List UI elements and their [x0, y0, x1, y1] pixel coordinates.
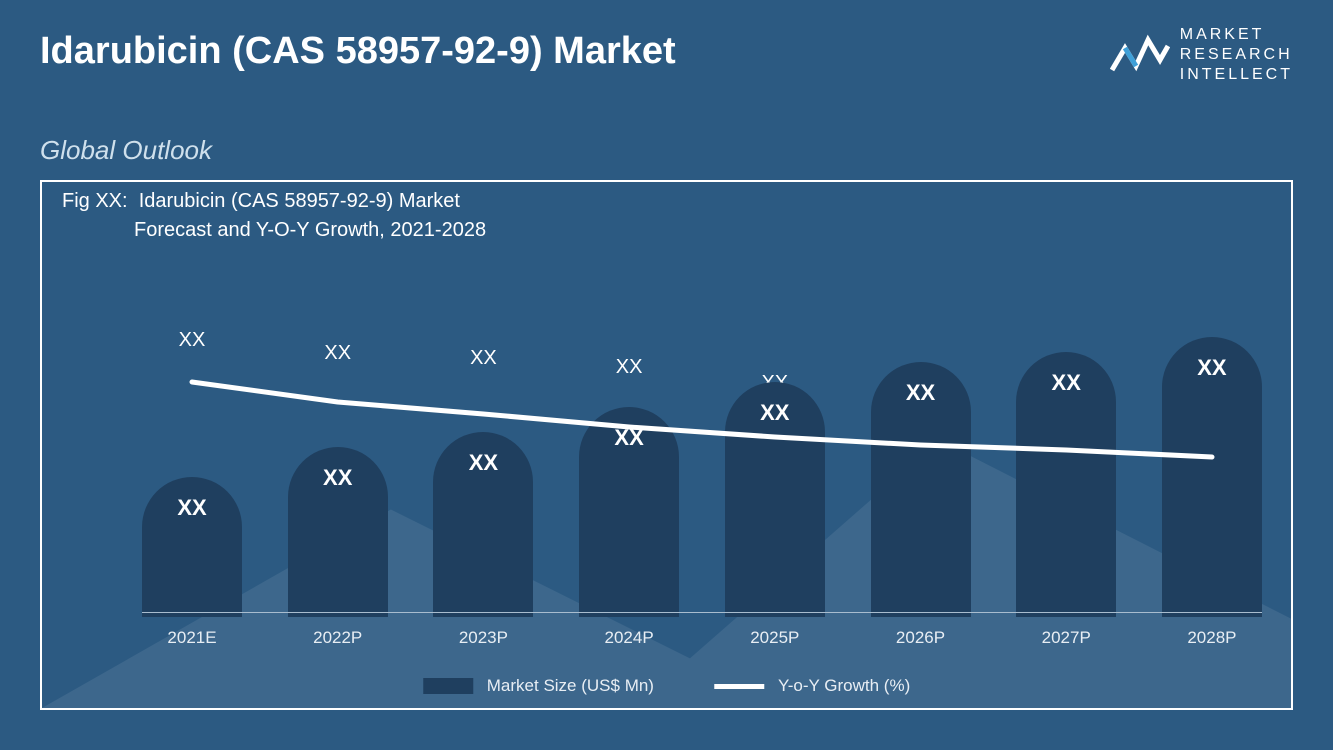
logo-text-line2: RESEARCH: [1180, 45, 1293, 65]
fig-prefix: Fig XX:: [62, 190, 128, 212]
x-axis-label: 2024P: [579, 628, 679, 648]
legend-label-bars: Market Size (US$ Mn): [487, 676, 654, 696]
logo-text-line1: MARKET: [1180, 25, 1293, 45]
x-axis-label: 2025P: [725, 628, 825, 648]
x-axis-label: 2023P: [433, 628, 533, 648]
subtitle: Global Outlook: [40, 135, 212, 166]
x-axis-label: 2026P: [871, 628, 971, 648]
x-axis-label: 2028P: [1162, 628, 1262, 648]
line-swatch-icon: [714, 684, 764, 689]
growth-line: [142, 267, 1262, 617]
legend-item-bars: Market Size (US$ Mn): [423, 676, 654, 696]
bar-swatch-icon: [423, 678, 473, 694]
figure-caption: Fig XX: Idarubicin (CAS 58957-92-9) Mark…: [62, 190, 486, 242]
legend-label-line: Y-o-Y Growth (%): [778, 676, 910, 696]
fig-line1: Idarubicin (CAS 58957-92-9) Market: [139, 190, 460, 212]
chart-legend: Market Size (US$ Mn) Y-o-Y Growth (%): [423, 676, 910, 696]
fig-line2: Forecast and Y-O-Y Growth, 2021-2028: [134, 219, 486, 242]
plot-area: XXXXXXXXXXXXXXXXXXXXXXXXXXXXXXXX: [142, 267, 1262, 617]
x-axis: [142, 612, 1262, 613]
brand-logo: MARKET RESEARCH INTELLECT: [1110, 25, 1293, 85]
x-axis-label: 2021E: [142, 628, 242, 648]
chart-container: Fig XX: Idarubicin (CAS 58957-92-9) Mark…: [40, 180, 1293, 710]
x-axis-label: 2027P: [1016, 628, 1116, 648]
legend-item-line: Y-o-Y Growth (%): [714, 676, 910, 696]
x-axis-labels: 2021E 2022P 2023P 2024P 2025P 2026P 2027P 2028P: [142, 628, 1262, 648]
logo-text-line3: INTELLECT: [1180, 65, 1293, 85]
x-axis-label: 2022P: [288, 628, 388, 648]
page-title: Idarubicin (CAS 58957-92-9) Market: [40, 30, 676, 73]
logo-mark-icon: [1110, 28, 1170, 83]
